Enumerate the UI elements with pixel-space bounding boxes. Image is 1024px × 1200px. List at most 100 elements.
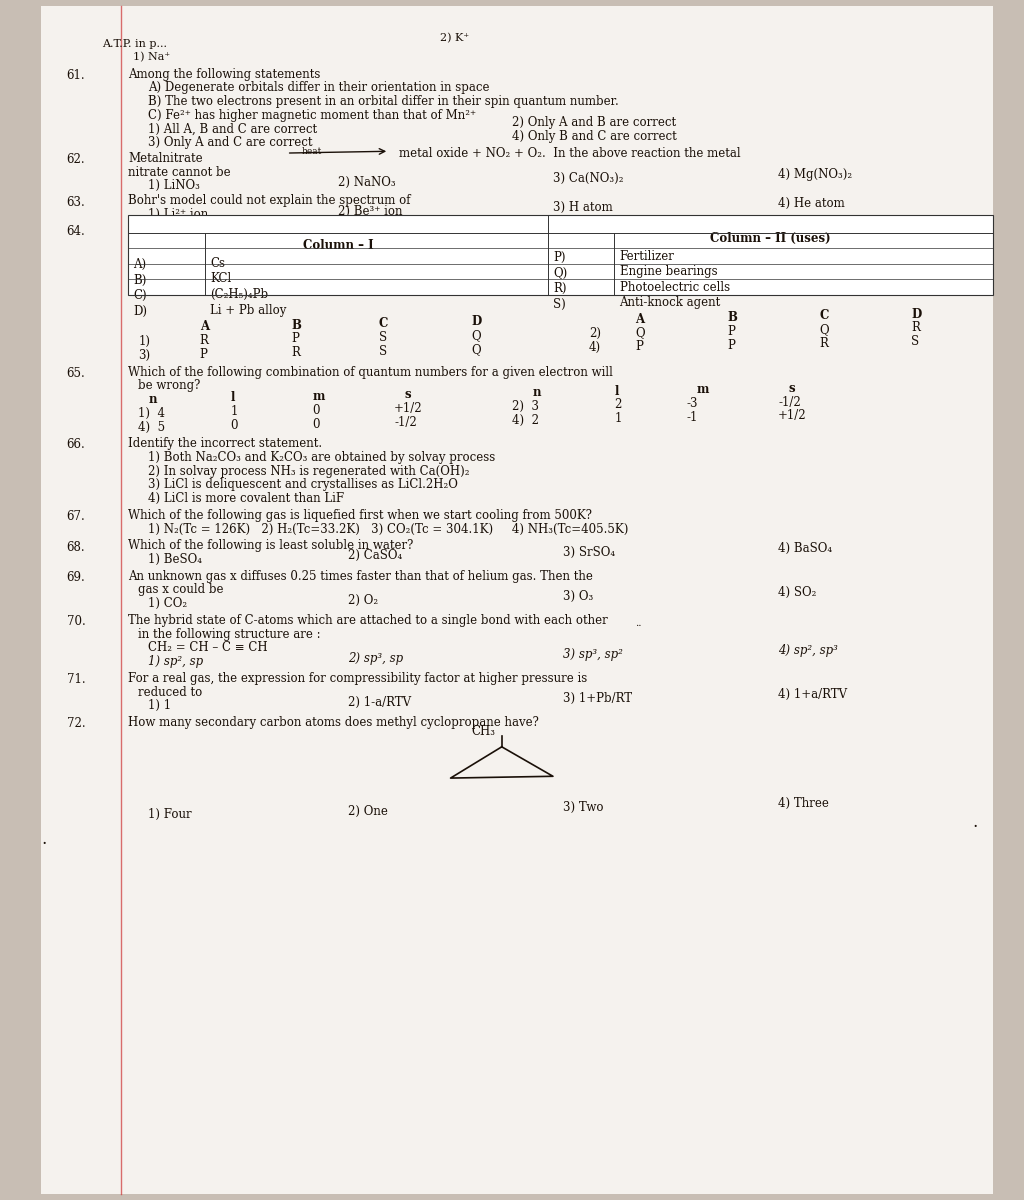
Text: P: P xyxy=(200,348,208,361)
Text: R: R xyxy=(911,322,921,335)
Bar xyxy=(128,215,993,295)
Text: 3) O₃: 3) O₃ xyxy=(563,589,594,602)
Text: 2): 2) xyxy=(589,328,601,340)
Text: 1: 1 xyxy=(614,413,622,425)
Text: C: C xyxy=(379,317,388,330)
Text: Li + Pb alloy: Li + Pb alloy xyxy=(210,304,287,317)
Text: P: P xyxy=(292,332,300,346)
Text: 69.: 69. xyxy=(67,571,85,584)
Text: 3): 3) xyxy=(138,349,151,362)
Text: .: . xyxy=(973,815,978,832)
Text: 2) CaSO₄: 2) CaSO₄ xyxy=(348,550,402,563)
Text: 3) SrSO₄: 3) SrSO₄ xyxy=(563,546,615,559)
Text: 1) sp², sp: 1) sp², sp xyxy=(148,655,204,668)
Text: S: S xyxy=(379,344,387,358)
Text: C): C) xyxy=(133,289,146,302)
Text: .: . xyxy=(41,830,46,848)
Text: 3) Ca(NO₃)₂: 3) Ca(NO₃)₂ xyxy=(553,172,624,185)
Text: 4) SO₂: 4) SO₂ xyxy=(778,586,816,599)
Text: CH₃: CH₃ xyxy=(471,725,495,738)
Text: 70.: 70. xyxy=(67,616,85,628)
Text: 2: 2 xyxy=(614,398,622,412)
Text: Bohr's model could not explain the spectrum of: Bohr's model could not explain the spect… xyxy=(128,194,411,208)
Text: 3) Only A and C are correct: 3) Only A and C are correct xyxy=(148,136,313,149)
Text: P: P xyxy=(727,325,735,337)
Text: Column – II (uses): Column – II (uses) xyxy=(711,232,830,245)
Text: For a real gas, the expression for compressibility factor at higher pressure is: For a real gas, the expression for compr… xyxy=(128,672,587,685)
Text: P: P xyxy=(727,338,735,352)
Text: 2) O₂: 2) O₂ xyxy=(348,594,378,606)
Text: 2) NaNO₃: 2) NaNO₃ xyxy=(338,175,395,188)
Text: A): A) xyxy=(133,258,146,271)
Text: A.T.P. in p...: A.T.P. in p... xyxy=(102,38,167,49)
Text: +1/2: +1/2 xyxy=(778,409,807,422)
Text: s: s xyxy=(404,389,411,401)
Text: 1) 1: 1) 1 xyxy=(148,700,172,713)
Text: A: A xyxy=(635,312,644,325)
Text: Metalnitrate: Metalnitrate xyxy=(128,151,203,164)
Text: C) Fe²⁺ has higher magnetic moment than that of Mn²⁺: C) Fe²⁺ has higher magnetic moment than … xyxy=(148,108,476,121)
Text: S): S) xyxy=(553,298,565,311)
Text: D: D xyxy=(471,316,481,329)
Text: ..: .. xyxy=(635,619,641,628)
Text: 4) Three: 4) Three xyxy=(778,797,829,810)
Text: 1)  4: 1) 4 xyxy=(138,407,165,420)
Text: 64.: 64. xyxy=(67,224,85,238)
Text: 2) 1-a/RTV: 2) 1-a/RTV xyxy=(348,696,412,709)
Text: 68.: 68. xyxy=(67,540,85,553)
Text: An unknown gas x diffuses 0.25 times faster than that of helium gas. Then the: An unknown gas x diffuses 0.25 times fas… xyxy=(128,570,593,583)
Text: 2) Only A and B are correct: 2) Only A and B are correct xyxy=(512,116,676,128)
Text: R: R xyxy=(200,334,209,347)
Text: l: l xyxy=(614,385,618,397)
Text: 2) One: 2) One xyxy=(348,805,388,817)
Text: heat: heat xyxy=(302,148,323,156)
Text: KCl: KCl xyxy=(210,272,231,286)
Text: S: S xyxy=(911,335,920,348)
Text: Match the following columns.: Match the following columns. xyxy=(128,223,304,236)
Text: s: s xyxy=(788,382,795,395)
Text: C: C xyxy=(819,310,828,323)
FancyBboxPatch shape xyxy=(41,6,993,1194)
Text: 63.: 63. xyxy=(67,196,85,209)
Text: 4) LiCl is more covalent than LiF: 4) LiCl is more covalent than LiF xyxy=(148,492,345,505)
Text: Column – I: Column – I xyxy=(303,239,373,252)
Text: 1: 1 xyxy=(230,406,238,419)
Text: metal oxide + NO₂ + O₂.  In the above reaction the metal: metal oxide + NO₂ + O₂. In the above rea… xyxy=(399,146,741,160)
Text: n: n xyxy=(532,386,541,400)
Text: Which of the following is least soluble in water?: Which of the following is least soluble … xyxy=(128,540,414,552)
Text: 3) H atom: 3) H atom xyxy=(553,200,612,214)
Text: 4) 1+a/RTV: 4) 1+a/RTV xyxy=(778,688,848,701)
Text: CH₂ = CH – C ≡ CH: CH₂ = CH – C ≡ CH xyxy=(148,641,268,654)
Text: 1) All A, B and C are correct: 1) All A, B and C are correct xyxy=(148,122,317,136)
Text: 1) Li²⁺ ion: 1) Li²⁺ ion xyxy=(148,208,209,221)
Text: 65.: 65. xyxy=(67,367,85,379)
Text: B) The two electrons present in an orbital differ in their spin quantum number.: B) The two electrons present in an orbit… xyxy=(148,95,620,108)
Text: 4) sp², sp³: 4) sp², sp³ xyxy=(778,644,838,656)
Text: 1) Four: 1) Four xyxy=(148,809,193,821)
Text: Engine bearings: Engine bearings xyxy=(620,265,717,278)
Text: 3) Two: 3) Two xyxy=(563,800,604,814)
Text: B): B) xyxy=(133,274,146,287)
Text: D): D) xyxy=(133,305,147,318)
Text: 62.: 62. xyxy=(67,152,85,166)
Text: 67.: 67. xyxy=(67,510,85,523)
Text: Cs: Cs xyxy=(210,257,225,270)
Text: -3: -3 xyxy=(686,397,697,410)
Text: Which of the following gas is liquefied first when we start cooling from 500K?: Which of the following gas is liquefied … xyxy=(128,509,592,522)
Text: 61.: 61. xyxy=(67,68,85,82)
Text: 1) Both Na₂CO₃ and K₂CO₃ are obtained by solvay process: 1) Both Na₂CO₃ and K₂CO₃ are obtained by… xyxy=(148,451,496,464)
Text: B: B xyxy=(727,311,737,324)
Text: (C₂H₅)₄Pb: (C₂H₅)₄Pb xyxy=(210,288,268,301)
Text: 2)  3: 2) 3 xyxy=(512,401,539,413)
Text: 3) 1+Pb/RT: 3) 1+Pb/RT xyxy=(563,692,633,704)
Text: 3) LiCl is deliquescent and crystallises as LiCl.2H₂O: 3) LiCl is deliquescent and crystallises… xyxy=(148,479,459,492)
Text: R: R xyxy=(819,337,828,350)
Text: be wrong?: be wrong? xyxy=(138,379,201,392)
Text: D: D xyxy=(911,307,922,320)
Text: 1) LiNO₃: 1) LiNO₃ xyxy=(148,179,201,192)
Text: Which of the following combination of quantum numbers for a given electron will: Which of the following combination of qu… xyxy=(128,366,613,379)
Text: R): R) xyxy=(553,282,566,295)
Text: 4) BaSO₄: 4) BaSO₄ xyxy=(778,542,833,554)
Text: m: m xyxy=(312,390,325,403)
Text: 2) In solvay process NH₃ is regenerated with Ca(OH)₂: 2) In solvay process NH₃ is regenerated … xyxy=(148,464,470,478)
